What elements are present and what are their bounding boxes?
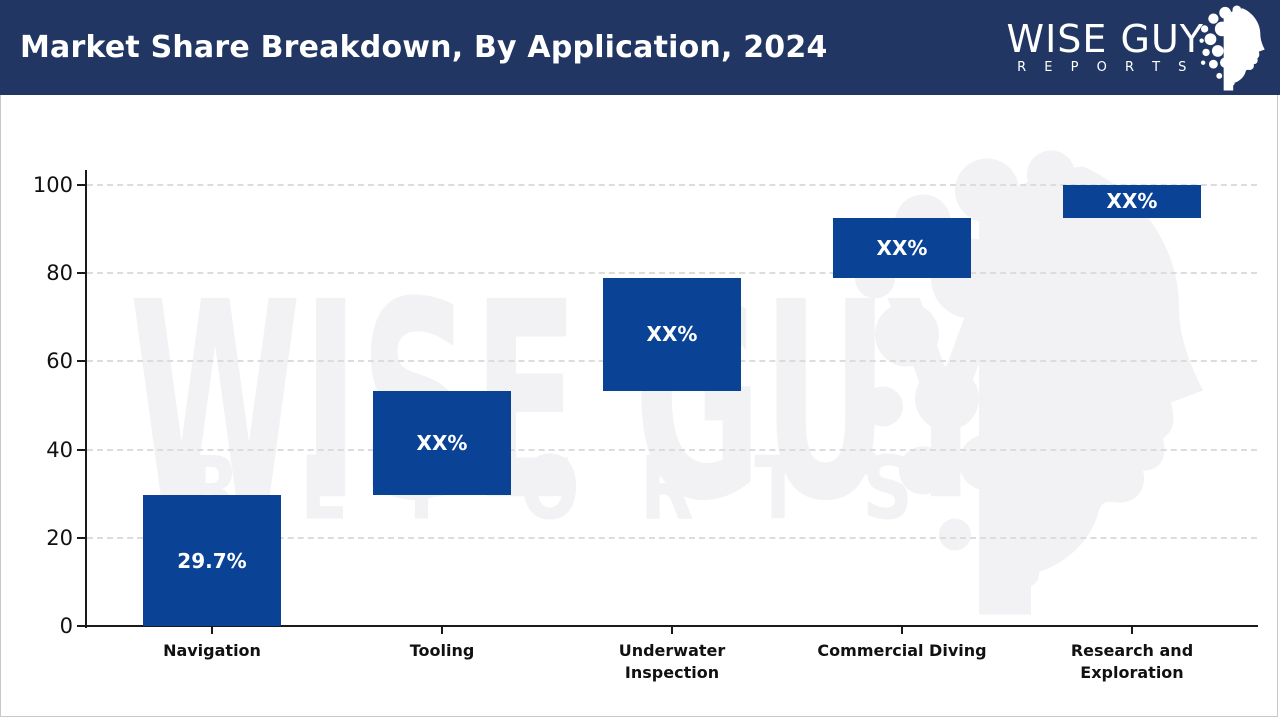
gridline-80 bbox=[87, 272, 1257, 275]
y-tick-0 bbox=[77, 625, 85, 627]
header-bar: Market Share Breakdown, By Application, … bbox=[0, 0, 1280, 95]
logo-wordmark: WISE GUY R E P O R T S bbox=[1006, 16, 1204, 76]
watermark-wordmark-line2: R E P O R T S bbox=[186, 437, 931, 540]
bar-value-label: 29.7% bbox=[177, 548, 247, 573]
x-category-label: Research and Exploration bbox=[1070, 641, 1194, 682]
x-category-label: Underwater Inspection bbox=[618, 641, 726, 682]
bar-value-label: XX% bbox=[1106, 189, 1158, 214]
bar-segment: 29.7% bbox=[143, 495, 281, 626]
y-tick-label-60: 60 bbox=[46, 349, 73, 374]
y-axis-line bbox=[85, 170, 87, 628]
page-title: Market Share Breakdown, By Application, … bbox=[20, 30, 828, 65]
bar-segment: XX% bbox=[1063, 185, 1201, 218]
bar-segment: XX% bbox=[833, 217, 971, 278]
wise-guy-reports-logo: WISE GUY R E P O R T S bbox=[1007, 4, 1280, 92]
bar-value-label: XX% bbox=[646, 322, 698, 347]
dotted-head-profile-icon bbox=[1199, 4, 1265, 91]
y-tick-60 bbox=[77, 360, 85, 363]
logo-wordmark-line1: WISE GUY bbox=[1006, 16, 1204, 61]
y-tick-80 bbox=[77, 272, 85, 275]
x-tick bbox=[1131, 627, 1133, 634]
x-tick bbox=[901, 627, 903, 634]
x-category-label: Navigation bbox=[163, 641, 261, 660]
x-category-label: Tooling bbox=[409, 641, 475, 660]
gridline-100 bbox=[87, 184, 1257, 186]
y-tick-label-20: 20 bbox=[46, 525, 73, 550]
bar-segment: XX% bbox=[373, 390, 511, 496]
x-tick bbox=[211, 627, 213, 634]
y-tick-label-0: 0 bbox=[59, 614, 73, 638]
y-tick-100 bbox=[77, 184, 85, 186]
x-axis-line bbox=[85, 625, 1258, 627]
y-tick-label-80: 80 bbox=[46, 261, 73, 286]
gridline-20 bbox=[87, 536, 1257, 539]
gridline-40 bbox=[87, 448, 1257, 451]
bar-value-label: XX% bbox=[876, 235, 928, 260]
chart-area: WISE GUY R E P O R T S 0 20 40 60 80 100 29.7%… bbox=[0, 95, 1278, 717]
y-tick-20 bbox=[77, 536, 85, 539]
x-tick bbox=[671, 627, 673, 634]
y-tick-label-40: 40 bbox=[46, 437, 73, 462]
x-tick bbox=[441, 627, 443, 634]
y-tick-label-100: 100 bbox=[32, 173, 73, 197]
bar-value-label: XX% bbox=[416, 430, 468, 455]
bar-segment: XX% bbox=[603, 277, 741, 391]
logo-wordmark-line2: R E P O R T S bbox=[1017, 60, 1194, 76]
y-tick-40 bbox=[77, 448, 85, 451]
x-category-label: Commercial Diving bbox=[817, 641, 987, 660]
